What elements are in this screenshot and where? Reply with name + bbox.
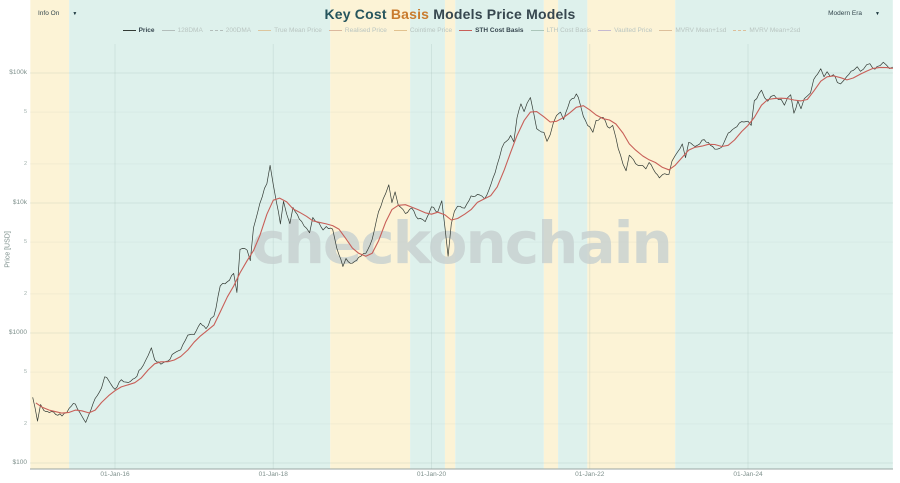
legend-line-sample: [393, 30, 407, 31]
x-tick-label: 01-Jan-22: [575, 471, 605, 478]
legend-item-200dma[interactable]: 200DMA: [209, 27, 252, 34]
legend-item-lth-cost-basis[interactable]: LTH Cost Basis: [530, 27, 592, 34]
legend-item-realised-price[interactable]: Realised Price: [328, 27, 387, 34]
legend-item-label: Cointime Price: [409, 27, 453, 34]
legend-item-sth-cost-basis[interactable]: STH Cost Basis: [459, 27, 524, 34]
y-tick-label: 5: [23, 109, 27, 116]
y-axis-title: Price [USD]: [4, 231, 12, 268]
era-select-label: Modern Era: [828, 10, 863, 17]
legend-item-mvrv-mean-2sd[interactable]: MVRV Mean+2sd: [733, 27, 800, 34]
x-tick-label: 01-Jan-16: [100, 471, 130, 478]
legend-item-label: Vaulted Price: [614, 27, 653, 34]
chevron-down-icon: ▼: [875, 10, 880, 17]
y-tick-label: 2: [23, 420, 27, 427]
legend-line-sample: [258, 30, 272, 31]
legend-item-price[interactable]: Price: [122, 27, 155, 34]
info-toggle-dropdown[interactable]: Info On ▼: [38, 10, 77, 17]
title-segment: Basis: [390, 6, 434, 22]
legend-line-sample: [209, 30, 223, 31]
checkonchain-watermark: checkonchain: [251, 209, 671, 277]
legend-item-label: LTH Cost Basis: [546, 27, 592, 34]
info-toggle-label: Info On: [38, 10, 60, 17]
legend-item-label: Price: [138, 27, 155, 34]
legend-item-label: MVRV Mean+2sd: [749, 27, 801, 34]
y-tick-label: 2: [23, 290, 27, 297]
y-tick-label: 5: [23, 239, 27, 246]
era-band: [69, 0, 331, 469]
era-band: [587, 0, 676, 469]
y-tick-label: $100k: [9, 69, 27, 76]
era-band: [543, 0, 559, 469]
y-tick-label: 2: [23, 160, 27, 167]
legend-item-true-mean-price[interactable]: True Mean Price: [258, 27, 322, 34]
legend-line-sample: [659, 30, 673, 31]
y-tick-label: $1000: [8, 329, 27, 336]
legend-line-sample: [598, 30, 612, 31]
era-band: [30, 0, 70, 469]
legend-line-sample: [459, 30, 473, 31]
legend-item-128dma[interactable]: 128DMA: [161, 27, 203, 34]
era-band: [558, 0, 588, 469]
legend-line-sample: [530, 30, 544, 31]
y-tick-label: 5: [23, 369, 27, 376]
legend-item-vaulted-price[interactable]: Vaulted Price: [598, 27, 652, 34]
x-tick-label: 01-Jan-18: [258, 471, 288, 478]
title-segment: Models Price Models: [433, 6, 576, 22]
legend-item-cointime-price[interactable]: Cointime Price: [393, 27, 453, 34]
x-tick-label: 01-Jan-24: [733, 471, 763, 478]
legend-line-sample: [328, 30, 342, 31]
legend-item-label: 200DMA: [225, 27, 252, 34]
sth-cost-basis-line: [35, 66, 893, 414]
chevron-down-icon: ▼: [72, 10, 78, 17]
legend-line-sample: [161, 30, 175, 31]
legend-item-label: MVRV Mean+1sd: [675, 27, 727, 34]
legend-item-label: True Mean Price: [274, 27, 322, 34]
legend-item-label: 128DMA: [177, 27, 203, 34]
era-band: [455, 0, 544, 469]
legend-item-label: STH Cost Basis: [475, 27, 524, 34]
era-band: [675, 0, 893, 469]
chart-legend: Price 128DMA 200DMA True Mean Price Realised…: [30, 27, 893, 34]
legend-item-mvrv-mean-1sd[interactable]: MVRV Mean+1sd: [659, 27, 726, 34]
legend-item-label: Realised Price: [344, 27, 387, 34]
y-tick-label: $100: [12, 459, 27, 466]
era-band: [410, 0, 445, 469]
legend-line-sample: [122, 30, 136, 31]
era-band: [330, 0, 411, 469]
title-segment: Key Cost: [324, 6, 391, 22]
era-select-dropdown[interactable]: Modern Era ▼: [828, 10, 880, 17]
legend-line-sample: [733, 30, 747, 31]
y-tick-label: $10k: [12, 199, 27, 206]
x-tick-label: 01-Jan-20: [416, 471, 447, 478]
page-title: Key Cost Basis Models Price Models: [0, 6, 900, 22]
